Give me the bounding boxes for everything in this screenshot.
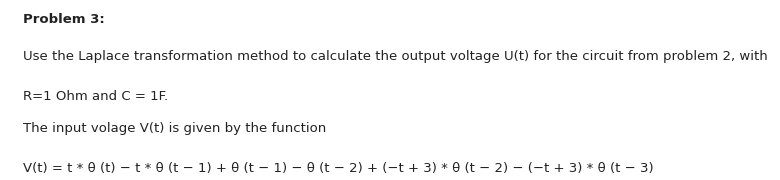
Text: R=1 Ohm and C = 1F.: R=1 Ohm and C = 1F.: [23, 90, 168, 103]
Text: The input volage V(t) is given by the function: The input volage V(t) is given by the fu…: [23, 122, 327, 135]
Text: Use the Laplace transformation method to calculate the output voltage U(t) for t: Use the Laplace transformation method to…: [23, 50, 768, 63]
Text: Problem 3:: Problem 3:: [23, 13, 105, 26]
Text: V(t) = t * θ (t) − t * θ (t − 1) + θ (t − 1) − θ (t − 2) + (−t + 3) * θ (t − 2) : V(t) = t * θ (t) − t * θ (t − 1) + θ (t …: [23, 162, 654, 175]
